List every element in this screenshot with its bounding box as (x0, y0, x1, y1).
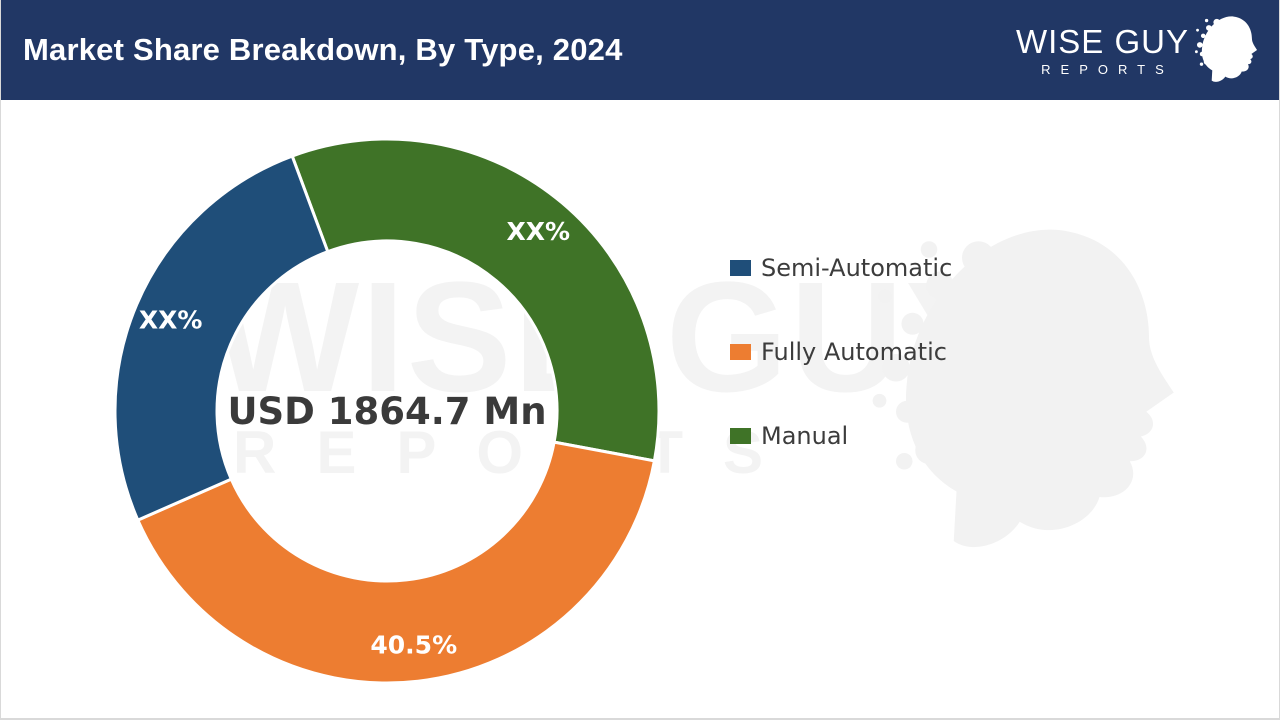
donut-slice-manual (290, 137, 661, 463)
legend-label: Fully Automatic (761, 338, 947, 366)
page-title: Market Share Breakdown, By Type, 2024 (23, 32, 623, 67)
legend-label: Semi-Automatic (761, 254, 953, 282)
wise-guy-logo: WISE GUY REPORTS (1016, 10, 1261, 90)
legend-item-fully-automatic: Fully Automatic (730, 338, 952, 366)
slice-label-fully-automatic: 40.5% (370, 630, 457, 659)
donut-chart: XX% 40.5% XX% USD 1864.7 Mn (113, 137, 661, 685)
legend-label: Manual (761, 422, 849, 450)
slice-label-semi-automatic: XX% (139, 305, 203, 334)
donut-slice-fully-automatic (136, 440, 656, 685)
legend-swatch-semi-automatic (730, 260, 751, 276)
logo-text: WISE GUY REPORTS (1016, 25, 1189, 76)
logo-wordmark: WISE GUY (1015, 22, 1189, 60)
chart-legend: Semi-Automatic Fully Automatic Manual (730, 254, 952, 450)
donut-slice-semi-automatic (113, 154, 330, 522)
slice-label-manual: XX% (507, 217, 571, 246)
donut-center-value: USD 1864.7 Mn (227, 390, 546, 433)
legend-item-semi-automatic: Semi-Automatic (730, 254, 952, 282)
header-bar: Market Share Breakdown, By Type, 2024 WI… (1, 0, 1279, 100)
logo-subtitle: REPORTS (1041, 61, 1174, 77)
legend-item-manual: Manual (730, 422, 952, 450)
logo-face-icon (1194, 16, 1258, 82)
legend-swatch-manual (730, 428, 751, 444)
legend-swatch-fully-automatic (730, 344, 751, 360)
